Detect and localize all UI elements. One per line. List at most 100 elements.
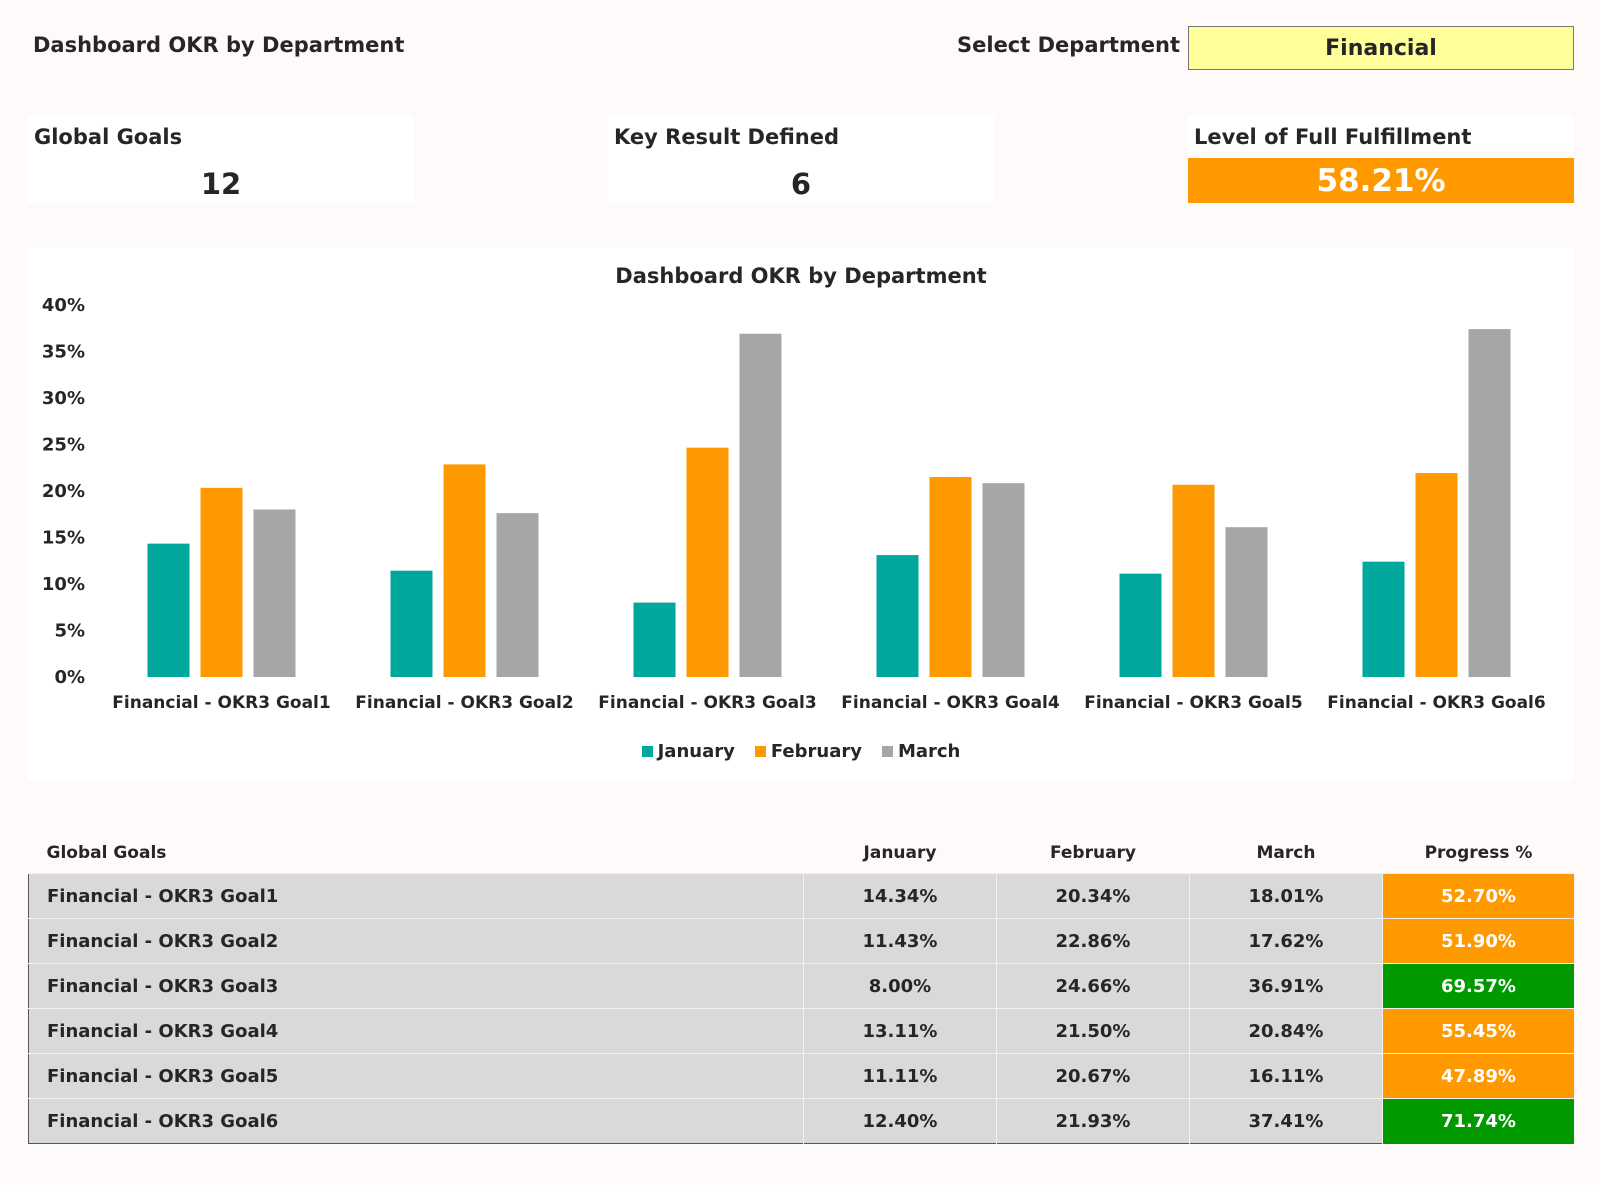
y-tick-label: 15% — [42, 528, 85, 549]
x-category-label: Financial - OKR3 Goal1 — [112, 693, 330, 713]
bar-february-2 — [443, 464, 486, 677]
progress-cell: 47.89% — [1382, 1053, 1575, 1099]
legend-swatch — [881, 746, 893, 757]
kpi-fulfillment-value: 58.21% — [1188, 158, 1574, 203]
bar-february-6 — [1415, 473, 1458, 677]
column-header-february: February — [1049, 842, 1137, 863]
legend-swatch — [641, 746, 653, 757]
progress-cell: 51.90% — [1382, 918, 1575, 964]
march-cell: 17.62% — [1189, 918, 1383, 964]
february-cell: 21.50% — [996, 1008, 1190, 1054]
y-tick-label: 0% — [54, 667, 85, 688]
table-row: Financial - OKR3 Goal4 13.11% 21.50% 20.84%… — [28, 1008, 1575, 1054]
goal-cell: Financial - OKR3 Goal3 — [28, 963, 804, 1009]
department-select[interactable]: Financial — [1188, 26, 1574, 70]
page-title: Dashboard OKR by Department — [33, 33, 405, 57]
goal-cell: Financial - OKR3 Goal1 — [28, 873, 804, 919]
february-cell: 20.67% — [996, 1053, 1190, 1099]
legend-item-february: February — [754, 741, 862, 762]
march-cell: 37.41% — [1189, 1098, 1383, 1144]
goal-cell: Financial - OKR3 Goal4 — [28, 1008, 804, 1054]
chart-panel: Dashboard OKR by Department 0% 5% 10% 15% 20… — [28, 247, 1574, 781]
select-department-label: Select Department — [957, 33, 1180, 57]
february-cell: 24.66% — [996, 963, 1190, 1009]
kpi-global-goals-value: 12 — [200, 167, 242, 201]
column-header-january: January — [863, 842, 937, 863]
legend-label: March — [897, 741, 961, 762]
february-cell: 20.34% — [996, 873, 1190, 919]
x-category-label: Financial - OKR3 Goal5 — [1084, 693, 1302, 713]
kpi-key-results-value: 6 — [790, 167, 812, 201]
column-header-progress: Progress % — [1424, 842, 1533, 863]
kpi-global-goals: Global Goals 12 — [28, 115, 414, 203]
january-cell: 11.43% — [803, 918, 997, 964]
february-cell: 21.93% — [996, 1098, 1190, 1144]
x-category-label: Financial - OKR3 Goal3 — [598, 693, 816, 713]
goal-cell: Financial - OKR3 Goal6 — [28, 1098, 804, 1144]
bar-march-1 — [253, 509, 296, 677]
bar-january-1 — [147, 543, 190, 677]
bar-february-3 — [686, 447, 729, 677]
bar-january-5 — [1119, 573, 1162, 677]
chart-legend: January February March — [28, 741, 1574, 762]
march-cell: 18.01% — [1189, 873, 1383, 919]
legend-item-january: January — [641, 741, 735, 762]
kpi-fulfillment: Level of Full Fulfillment — [1188, 115, 1574, 157]
progress-cell: 71.74% — [1382, 1098, 1575, 1144]
progress-cell: 55.45% — [1382, 1008, 1575, 1054]
y-tick-label: 5% — [54, 621, 85, 642]
department-select-value: Financial — [1325, 35, 1437, 61]
bar-february-5 — [1172, 484, 1215, 677]
kpi-key-results-label: Key Result Defined — [614, 125, 840, 149]
table-row: Financial - OKR3 Goal1 14.34% 20.34% 18.01%… — [28, 873, 1575, 919]
kpi-fulfillment-label: Level of Full Fulfillment — [1194, 125, 1472, 149]
bar-march-6 — [1468, 329, 1511, 677]
column-header-march: March — [1256, 842, 1316, 863]
legend-label: January — [657, 741, 735, 762]
x-category-label: Financial - OKR3 Goal6 — [1327, 693, 1545, 713]
table-row: Financial - OKR3 Goal2 11.43% 22.86% 17.62%… — [28, 918, 1575, 964]
table-body: Financial - OKR3 Goal1 14.34% 20.34% 18.01%… — [28, 873, 1575, 1144]
y-tick-label: 25% — [42, 435, 85, 456]
legend-item-march: March — [881, 741, 961, 762]
kpi-key-results: Key Result Defined 6 — [608, 115, 994, 203]
x-category-label: Financial - OKR3 Goal2 — [355, 693, 573, 713]
bar-february-4 — [929, 477, 972, 677]
y-tick-label: 30% — [42, 388, 85, 409]
y-tick-label: 40% — [42, 295, 85, 316]
bar-january-3 — [633, 602, 676, 677]
table-row: Financial - OKR3 Goal3 8.00% 24.66% 36.91% 6… — [28, 963, 1575, 1009]
bar-january-6 — [1362, 561, 1405, 677]
goals-table: Global Goals January February March Prog… — [28, 832, 1575, 1144]
legend-label: February — [770, 741, 862, 762]
chart-title: Dashboard OKR by Department — [615, 264, 987, 288]
y-tick-label: 35% — [42, 342, 85, 363]
march-cell: 16.11% — [1189, 1053, 1383, 1099]
legend-swatch — [754, 746, 766, 757]
bar-february-1 — [200, 487, 243, 677]
table-row: Financial - OKR3 Goal5 11.11% 20.67% 16.11%… — [28, 1053, 1575, 1099]
bar-chart: 0% 5% 10% 15% 20% 25% 30% 35% 40% Financial - OKR… — [42, 295, 1546, 713]
progress-cell: 69.57% — [1382, 963, 1575, 1009]
bar-march-3 — [739, 333, 782, 677]
bar-january-4 — [876, 555, 919, 677]
goal-cell: Financial - OKR3 Goal5 — [28, 1053, 804, 1099]
january-cell: 11.11% — [803, 1053, 997, 1099]
y-tick-label: 20% — [42, 481, 85, 502]
progress-cell: 52.70% — [1382, 873, 1575, 919]
march-cell: 36.91% — [1189, 963, 1383, 1009]
february-cell: 22.86% — [996, 918, 1190, 964]
march-cell: 20.84% — [1189, 1008, 1383, 1054]
table-row: Financial - OKR3 Goal6 12.40% 21.93% 37.41%… — [28, 1098, 1575, 1144]
y-tick-label: 10% — [42, 574, 85, 595]
kpi-global-goals-label: Global Goals — [34, 125, 183, 149]
january-cell: 13.11% — [803, 1008, 997, 1054]
goal-cell: Financial - OKR3 Goal2 — [28, 918, 804, 964]
january-cell: 12.40% — [803, 1098, 997, 1144]
column-header-goals: Global Goals — [46, 842, 167, 863]
january-cell: 14.34% — [803, 873, 997, 919]
bar-march-2 — [496, 513, 539, 677]
january-cell: 8.00% — [803, 963, 997, 1009]
bar-march-4 — [982, 483, 1025, 677]
bar-march-5 — [1225, 527, 1268, 677]
